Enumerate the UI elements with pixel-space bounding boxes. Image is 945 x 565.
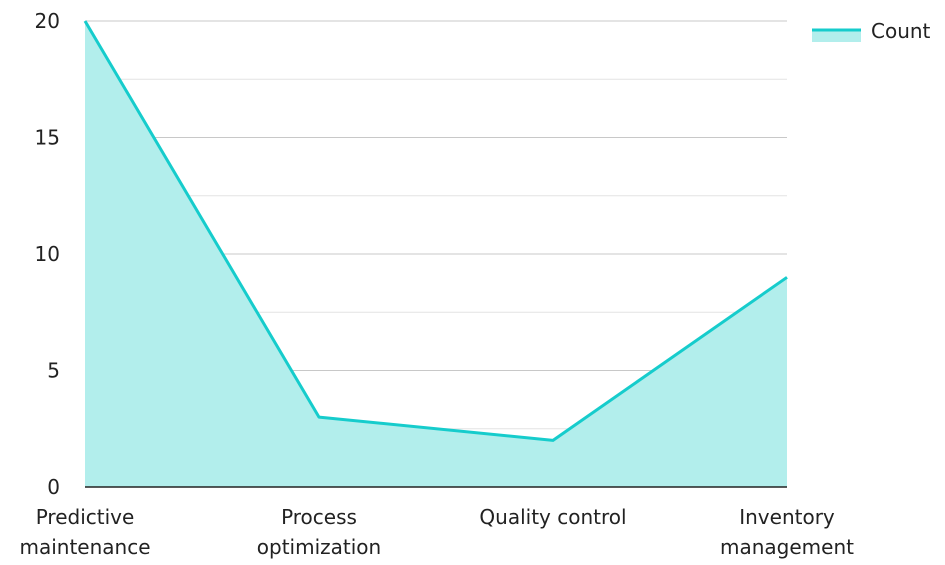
y-tick-label: 5 bbox=[47, 359, 60, 383]
y-tick-label: 10 bbox=[35, 242, 60, 266]
x-tick-label: Quality control bbox=[479, 505, 626, 529]
legend-label[interactable]: Count bbox=[871, 19, 931, 43]
legend[interactable]: Count bbox=[812, 19, 931, 43]
y-tick-label: 20 bbox=[35, 9, 60, 33]
y-tick-label: 15 bbox=[35, 126, 60, 150]
y-tick-labels: 0 5 10 15 20 bbox=[35, 9, 60, 499]
y-tick-label: 0 bbox=[47, 475, 60, 499]
